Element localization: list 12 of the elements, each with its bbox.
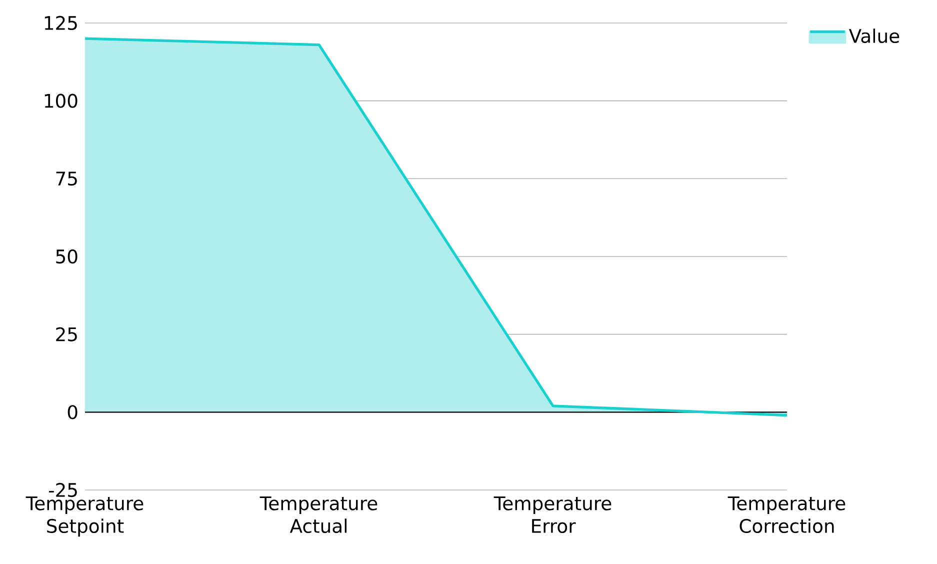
- y-tick-label: 25: [56, 327, 77, 342]
- y-tick-label: 0: [68, 405, 78, 420]
- x-tick-label: Temperature Actual: [260, 496, 378, 534]
- y-tick-label: -25: [48, 482, 77, 498]
- y-tick-label: 125: [44, 16, 77, 30]
- y-tick-label: 50: [56, 249, 78, 264]
- y-tick-label: 75: [56, 172, 77, 186]
- x-tick-label: Temperature Setpoint: [26, 496, 144, 537]
- legend-label: Value: [848, 28, 900, 44]
- x-tick-label: Temperature Correction: [728, 496, 846, 534]
- y-tick-label: 100: [44, 94, 78, 108]
- x-tick-label: Temperature Error: [494, 496, 612, 534]
